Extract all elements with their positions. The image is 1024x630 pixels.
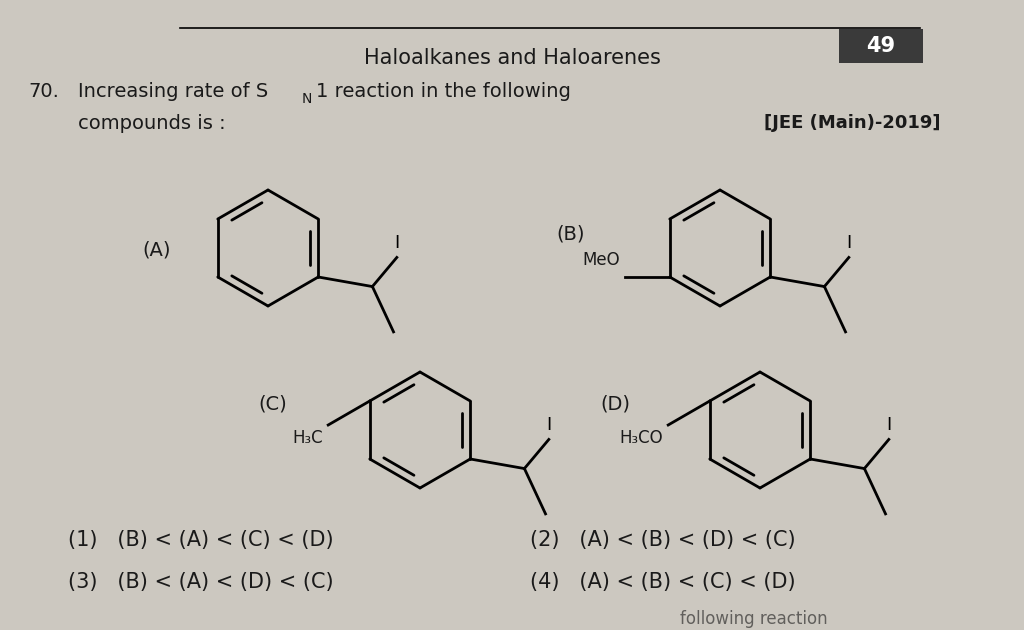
Text: MeO: MeO [583,251,620,269]
Text: H₃CO: H₃CO [620,429,664,447]
Text: I: I [394,234,399,253]
Text: N: N [302,92,312,106]
Text: Increasing rate of S: Increasing rate of S [78,82,268,101]
Text: (D): (D) [600,395,630,414]
Text: (4)   (A) < (B) < (C) < (D): (4) (A) < (B) < (C) < (D) [530,572,796,592]
Text: (2)   (A) < (B) < (D) < (C): (2) (A) < (B) < (D) < (C) [530,530,796,550]
Text: 49: 49 [866,36,896,56]
Text: compounds is :: compounds is : [78,114,225,133]
Text: (B): (B) [556,225,585,244]
Text: following reaction: following reaction [680,610,827,628]
Text: [JEE (Main)-2019]: [JEE (Main)-2019] [764,114,940,132]
Text: I: I [886,416,892,435]
Text: I: I [846,234,851,253]
Text: (A): (A) [142,240,171,259]
Text: Haloalkanes and Haloarenes: Haloalkanes and Haloarenes [364,48,660,68]
Text: (3)   (B) < (A) < (D) < (C): (3) (B) < (A) < (D) < (C) [68,572,334,592]
Text: 1 reaction in the following: 1 reaction in the following [316,82,570,101]
Text: (C): (C) [258,395,287,414]
FancyBboxPatch shape [839,29,923,63]
Text: (1)   (B) < (A) < (C) < (D): (1) (B) < (A) < (C) < (D) [68,530,334,550]
Text: 70.: 70. [28,82,58,101]
Text: H₃C: H₃C [293,429,324,447]
Text: I: I [546,416,552,435]
